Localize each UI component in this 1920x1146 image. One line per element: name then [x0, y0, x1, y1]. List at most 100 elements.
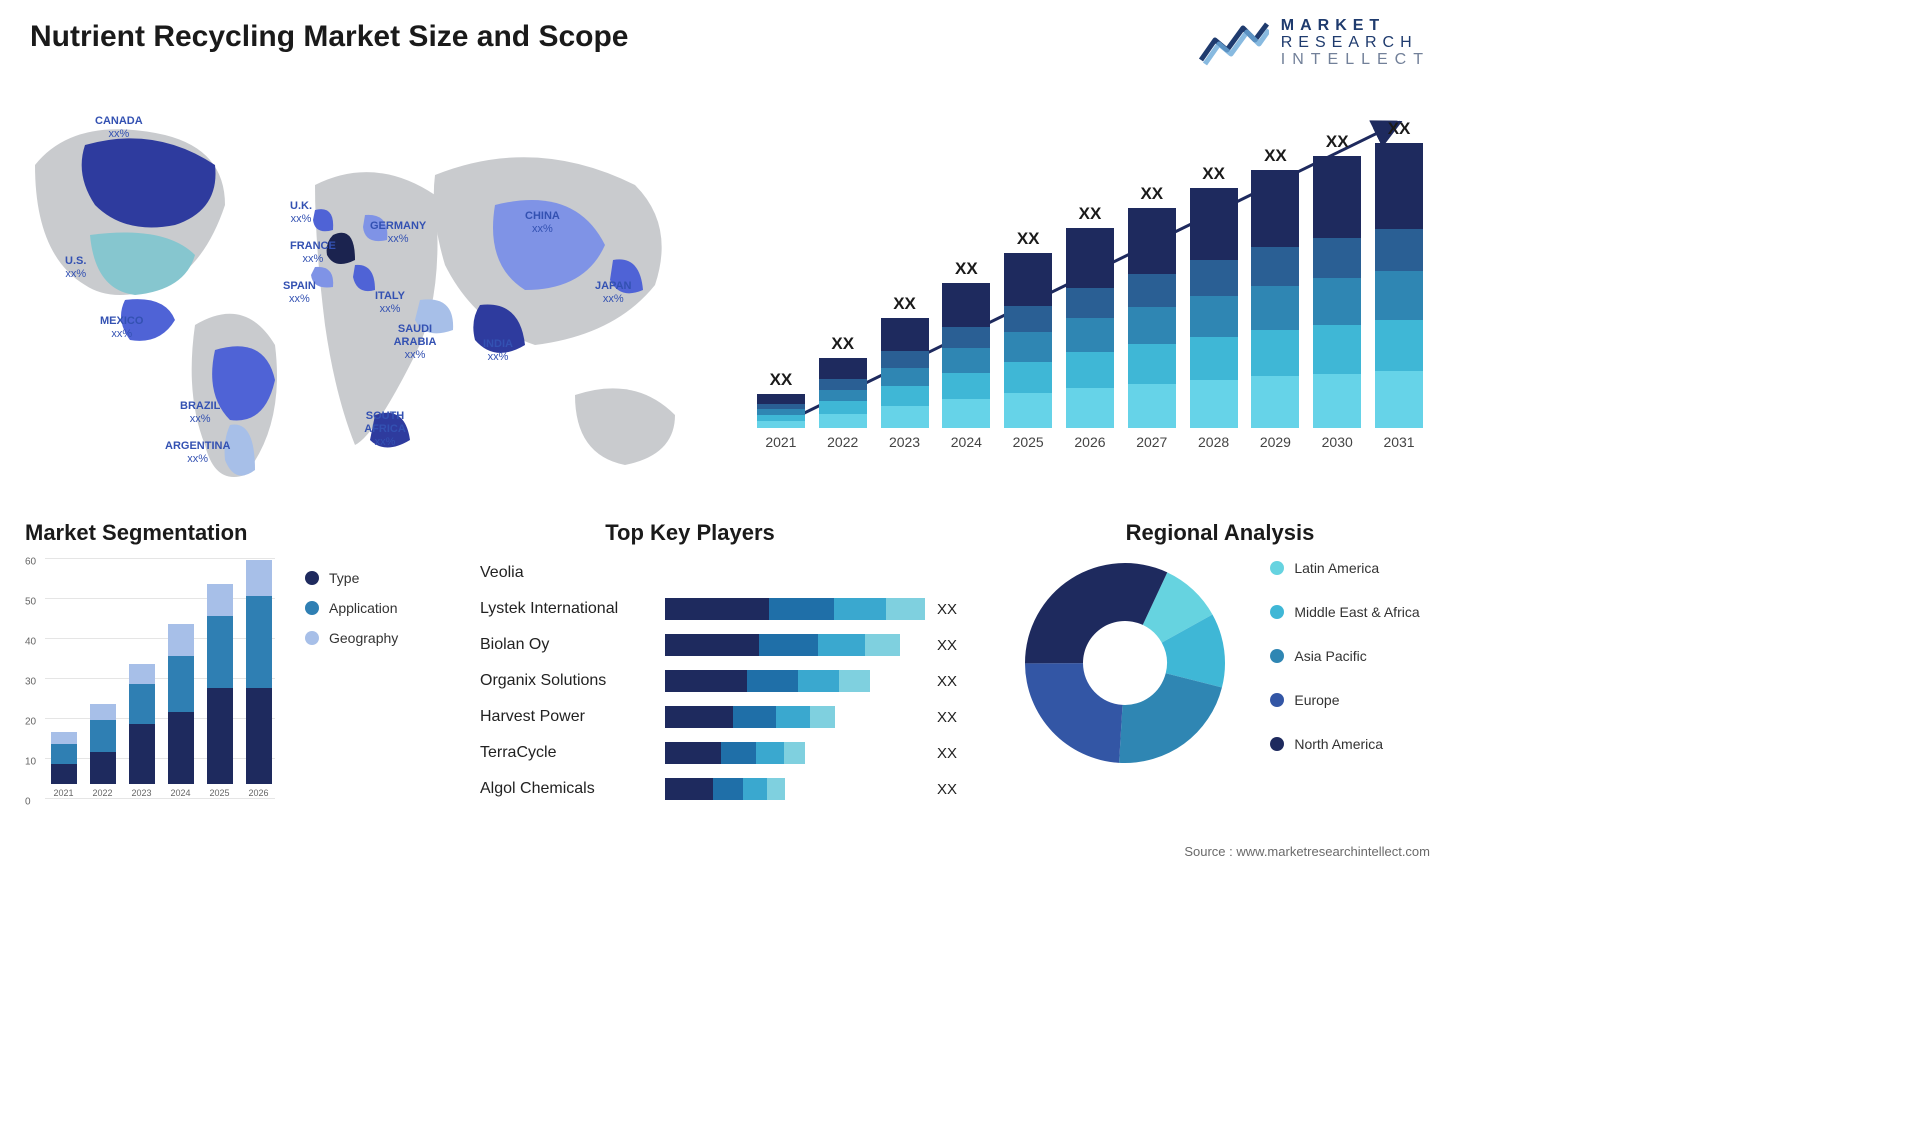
bar-year-label: 2023 — [889, 434, 920, 450]
map-label: CHINAxx% — [525, 210, 560, 236]
player-value: XX — [937, 745, 957, 762]
map-label: ITALYxx% — [375, 290, 405, 316]
bar-value-label: XX — [955, 259, 978, 279]
legend-item: Application — [305, 600, 398, 616]
player-name: Lystek International — [480, 600, 665, 618]
segmentation-title: Market Segmentation — [25, 520, 445, 546]
players-title: Top Key Players — [480, 520, 900, 546]
map-label: U.K.xx% — [290, 200, 312, 226]
segmentation-panel: Market Segmentation 0102030405060 202120… — [25, 520, 445, 818]
legend-item: Latin America — [1270, 560, 1419, 576]
seg-bar: 2025 — [203, 584, 236, 798]
player-name: Harvest Power — [480, 708, 665, 726]
seg-year-label: 2024 — [170, 788, 190, 798]
legend-item: North America — [1270, 736, 1419, 752]
donut-slice — [1025, 563, 1167, 663]
logo-line2: RESEARCH — [1281, 35, 1430, 52]
bar-value-label: XX — [1388, 119, 1411, 139]
seg-year-label: 2025 — [209, 788, 229, 798]
main-bar: XX 2027 — [1125, 184, 1179, 450]
world-map: CANADAxx%U.S.xx%MEXICOxx%BRAZILxx%ARGENT… — [15, 95, 715, 495]
bar-year-label: 2025 — [1013, 434, 1044, 450]
player-row: Algol Chemicals XX — [480, 774, 970, 804]
main-bar: XX2028 — [1187, 164, 1241, 450]
bar-value-label: XX — [770, 370, 793, 390]
bar-year-label: 2030 — [1322, 434, 1353, 450]
logo-mark-icon — [1199, 20, 1269, 66]
legend-item: Asia Pacific — [1270, 648, 1419, 664]
player-name: Algol Chemicals — [480, 780, 665, 798]
segmentation-legend: Type Application Geography — [305, 570, 398, 660]
main-bar: XX 2025 — [1001, 229, 1055, 450]
bar-value-label: XX — [1202, 164, 1225, 184]
main-bar: XX 2021 — [754, 370, 808, 450]
bar-value-label: XX — [1326, 132, 1349, 152]
players-panel: Top Key Players Veolia Lystek Internation… — [480, 520, 970, 804]
bar-value-label: XX — [831, 334, 854, 354]
regional-title: Regional Analysis — [1126, 520, 1315, 546]
seg-bar: 2026 — [242, 560, 275, 798]
legend-item: Type — [305, 570, 398, 586]
bar-year-label: 2026 — [1074, 434, 1105, 450]
player-row: Biolan Oy XX — [480, 630, 970, 660]
player-value: XX — [937, 637, 957, 654]
bar-year-label: 2031 — [1383, 434, 1414, 450]
seg-bar: 2023 — [125, 664, 158, 798]
main-bar: XX 2030 — [1310, 132, 1364, 450]
regional-panel: Regional Analysis Latin AmericaMiddle Ea… — [1000, 520, 1440, 768]
legend-item: Geography — [305, 630, 398, 646]
bar-value-label: XX — [1017, 229, 1040, 249]
brand-logo: MARKET RESEARCH INTELLECT — [1199, 18, 1430, 68]
map-label: CANADAxx% — [95, 115, 143, 141]
bar-value-label: XX — [893, 294, 916, 314]
player-row: Harvest Power XX — [480, 702, 970, 732]
logo-line3: INTELLECT — [1281, 52, 1430, 69]
bar-year-label: 2022 — [827, 434, 858, 450]
bar-year-label: 2021 — [765, 434, 796, 450]
main-bar: XX 2022 — [816, 334, 870, 450]
map-label: FRANCExx% — [290, 240, 336, 266]
player-name: Biolan Oy — [480, 636, 665, 654]
map-label: GERMANYxx% — [370, 220, 426, 246]
donut-slice — [1025, 663, 1123, 763]
player-value: XX — [937, 601, 957, 618]
map-label: BRAZILxx% — [180, 400, 220, 426]
legend-item: Europe — [1270, 692, 1419, 708]
donut-slice — [1119, 673, 1222, 763]
bar-year-label: 2029 — [1260, 434, 1291, 450]
map-label: SOUTH AFRICAxx% — [355, 410, 415, 450]
player-value: XX — [937, 781, 957, 798]
seg-year-label: 2023 — [131, 788, 151, 798]
player-value: XX — [937, 709, 957, 726]
main-bar: XX 2024 — [939, 259, 993, 450]
bar-year-label: 2024 — [951, 434, 982, 450]
seg-bar: 2022 — [86, 704, 119, 798]
seg-bar: 2024 — [164, 624, 197, 798]
map-label: MEXICOxx% — [100, 315, 143, 341]
player-name: Veolia — [480, 564, 665, 582]
main-bar: XX 2023 — [878, 294, 932, 450]
player-row: Veolia — [480, 558, 970, 588]
map-label: U.S.xx% — [65, 255, 86, 281]
bar-value-label: XX — [1264, 146, 1287, 166]
seg-year-label: 2026 — [248, 788, 268, 798]
bar-value-label: XX — [1079, 204, 1102, 224]
player-row: TerraCycleXX — [480, 738, 970, 768]
player-row: Lystek International XX — [480, 594, 970, 624]
seg-bar: 2021 — [47, 732, 80, 798]
player-value: XX — [937, 673, 957, 690]
seg-year-label: 2021 — [53, 788, 73, 798]
main-bar: XX 2031 — [1372, 119, 1426, 450]
main-bar: XX 2026 — [1063, 204, 1117, 450]
bar-year-label: 2027 — [1136, 434, 1167, 450]
regional-donut — [1020, 558, 1230, 768]
map-label: INDIAxx% — [483, 338, 513, 364]
map-label: JAPANxx% — [595, 280, 631, 306]
segmentation-chart: 0102030405060 202120222023202420252026 — [25, 558, 275, 818]
main-bar: XX 2029 — [1249, 146, 1303, 450]
map-label: SAUDI ARABIAxx% — [385, 323, 445, 363]
bar-value-label: XX — [1140, 184, 1163, 204]
seg-year-label: 2022 — [92, 788, 112, 798]
seg-ytick: 0 — [25, 797, 271, 808]
source-label: Source : www.marketresearchintellect.com — [1184, 844, 1430, 859]
